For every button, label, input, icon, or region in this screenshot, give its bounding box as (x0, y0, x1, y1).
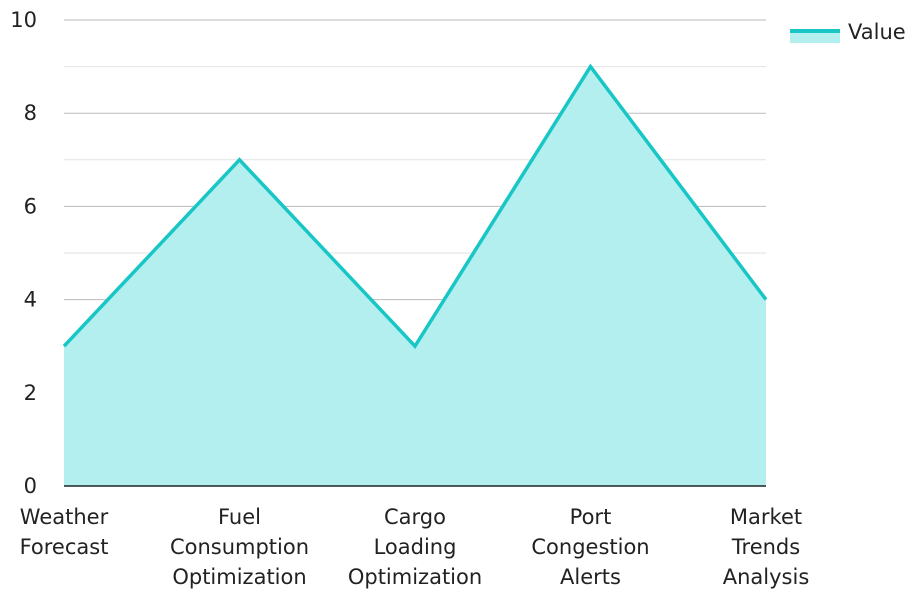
y-tick-label: 0 (24, 474, 37, 498)
y-tick-label: 4 (24, 288, 37, 312)
area-series (62, 63, 768, 486)
x-tick-label: Weather Forecast (20, 505, 109, 559)
y-tick-label: 6 (24, 194, 37, 218)
legend-swatch-fill (790, 31, 840, 43)
y-tick-label: 8 (24, 101, 37, 125)
x-axis-ticks: Weather Forecast Fuel Consumption Optimizati… (20, 505, 810, 589)
series-line-value (62, 63, 768, 350)
y-tick-label: 2 (24, 381, 37, 405)
x-tick-label: Fuel Consumption Optimization (170, 505, 309, 589)
legend-label-value: Value (848, 20, 906, 44)
y-tick-label: 10 (10, 8, 37, 32)
y-axis-ticks: 0 2 4 6 8 10 (10, 8, 37, 498)
x-tick-label: Cargo Loading Optimization (348, 505, 482, 589)
x-tick-label: Port Congestion Alerts (531, 505, 649, 589)
legend: Value (790, 20, 906, 44)
x-tick-label: Market Trends Analysis (723, 505, 810, 589)
area-fill (64, 66, 766, 486)
